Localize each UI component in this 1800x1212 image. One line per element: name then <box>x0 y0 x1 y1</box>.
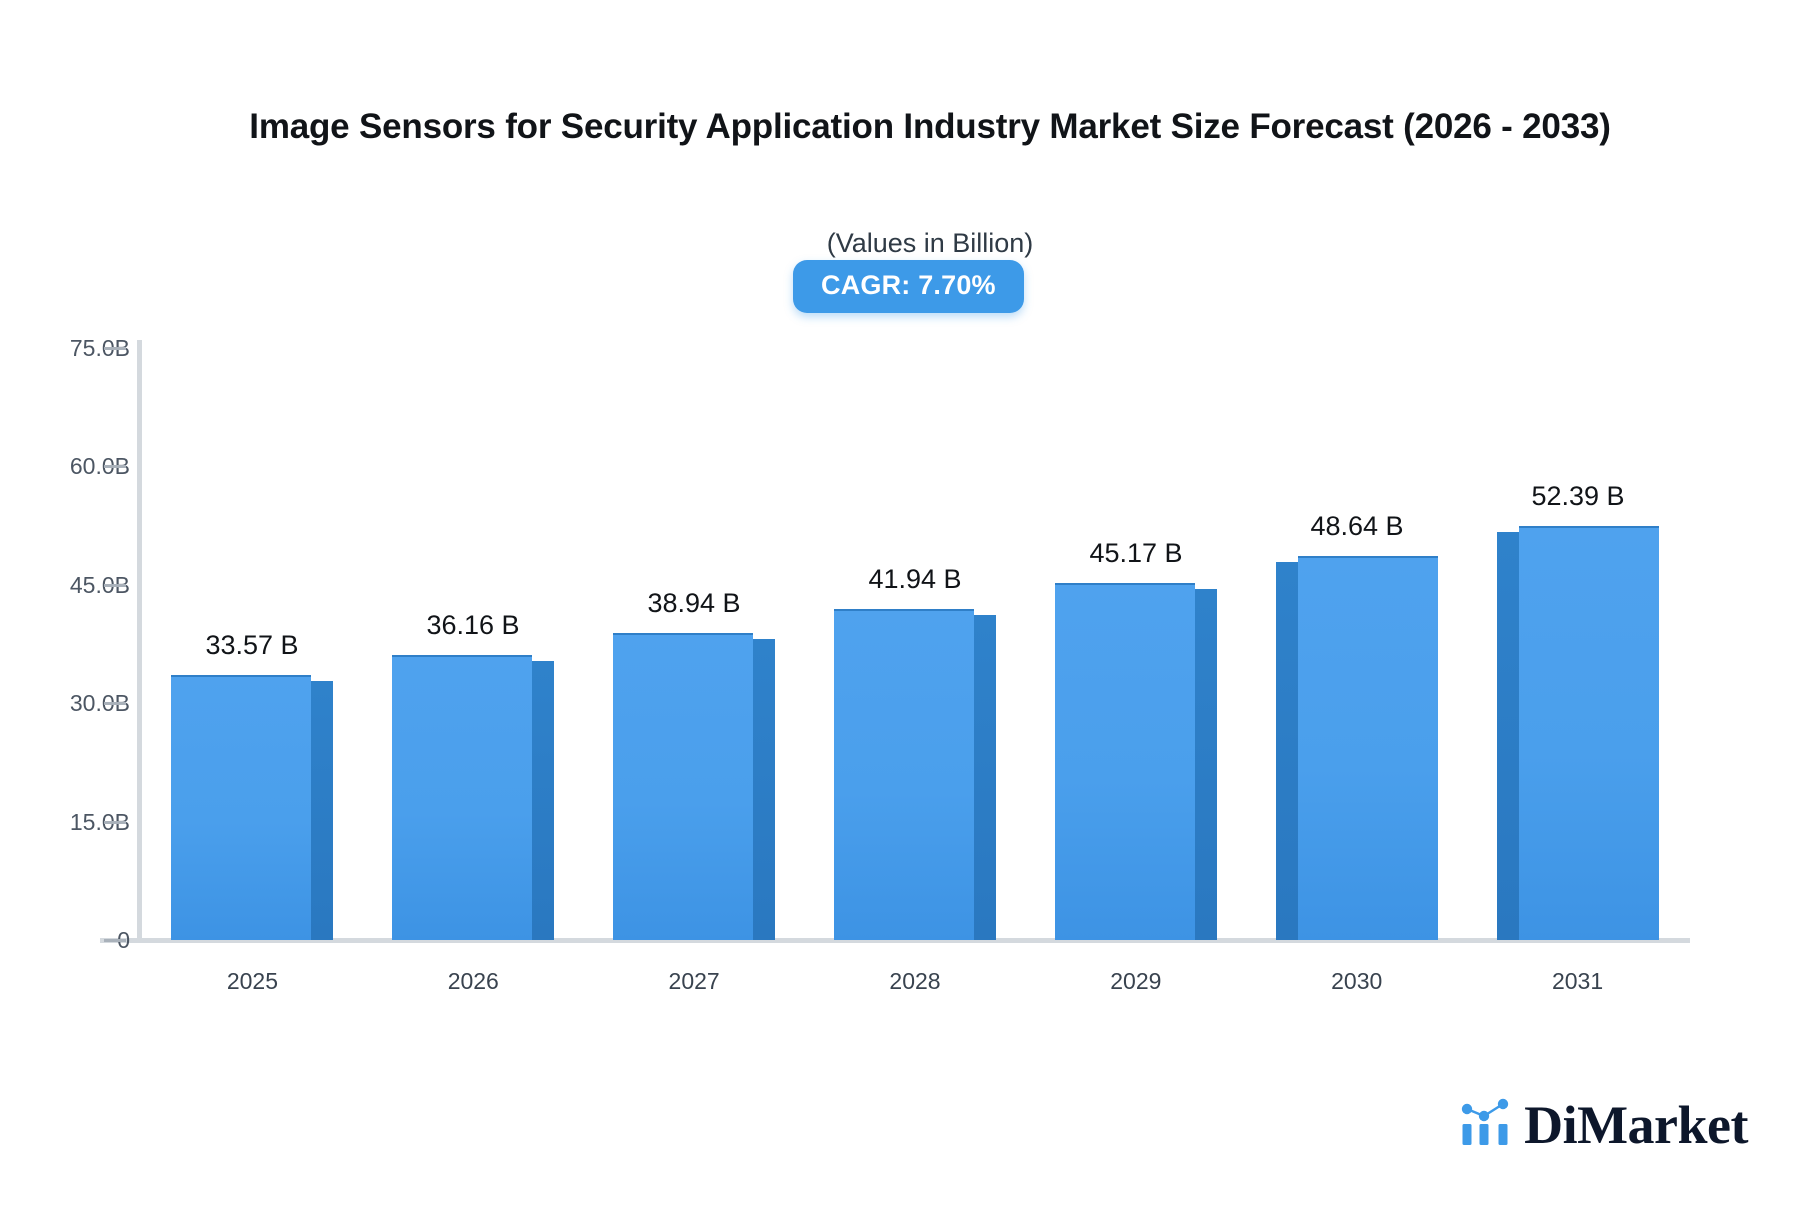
bar-value-label: 41.94 B <box>868 563 962 594</box>
bar-side-face <box>311 681 333 940</box>
x-axis-line <box>100 938 1690 943</box>
bar-item[interactable]: 41.94 B <box>834 549 996 940</box>
bar-side-face <box>532 660 554 940</box>
x-axis-tick-label: 2028 <box>889 968 941 994</box>
x-axis-tick-label: 2026 <box>447 968 499 994</box>
y-axis-line <box>137 340 142 942</box>
bar-front-face[interactable] <box>1519 526 1659 940</box>
y-axis-tick-mark <box>104 583 126 587</box>
bar-item[interactable]: 38.94 B <box>613 573 775 940</box>
bar-side-face <box>974 614 996 940</box>
bar-value-label: 48.64 B <box>1310 511 1404 542</box>
bar-value-label: 52.39 B <box>1531 481 1625 512</box>
x-axis-tick-label: 2025 <box>226 968 278 994</box>
bar-front-face[interactable] <box>1055 583 1195 940</box>
x-axis-tick-label: 2030 <box>1331 968 1383 994</box>
bar-chart-icon <box>1460 1097 1512 1152</box>
bar-value-label: 36.16 B <box>426 609 520 640</box>
bar-front-face[interactable] <box>392 654 532 940</box>
bar-side-face <box>1497 532 1519 940</box>
x-axis-tick-label: 2031 <box>1551 968 1604 994</box>
y-axis-tick-mark <box>104 939 126 942</box>
bar-value-label: 33.57 B <box>205 630 299 661</box>
y-axis-tick-mark <box>104 820 126 824</box>
bar-item[interactable]: 48.64 B <box>1276 496 1438 940</box>
page-title: Image Sensors for Security Application I… <box>249 107 1611 146</box>
x-axis-tick-label: 2029 <box>1110 968 1162 994</box>
x-axis-tick-label: 2027 <box>668 968 720 994</box>
bar-side-face <box>753 638 775 940</box>
bar-front-face[interactable] <box>171 675 311 940</box>
bar-item[interactable]: 45.17 B <box>1055 523 1217 940</box>
bar-item[interactable]: 36.16 B <box>392 595 554 940</box>
dimarket-logo: DiMarket <box>1460 1097 1748 1152</box>
y-axis-tick-mark <box>104 702 126 706</box>
bar-front-face[interactable] <box>1298 556 1438 940</box>
bar-item[interactable]: 33.57 B <box>171 615 333 940</box>
bar-front-face[interactable] <box>613 632 753 940</box>
logo-text: DiMarket <box>1524 1094 1748 1155</box>
y-axis-tick-mark <box>104 347 126 350</box>
bar-side-face <box>1276 562 1298 940</box>
bar-value-label: 45.17 B <box>1089 538 1183 569</box>
bar-value-label: 38.94 B <box>647 587 741 618</box>
bar-side-face <box>1195 589 1217 940</box>
cagr-badge: CAGR: 7.70% <box>793 260 1024 313</box>
chart-subtitle: (Values in Billion) <box>826 228 1034 258</box>
bar-front-face[interactable] <box>834 608 974 940</box>
bar-item[interactable]: 52.39 B <box>1497 466 1659 940</box>
y-axis-tick-mark <box>104 465 126 469</box>
